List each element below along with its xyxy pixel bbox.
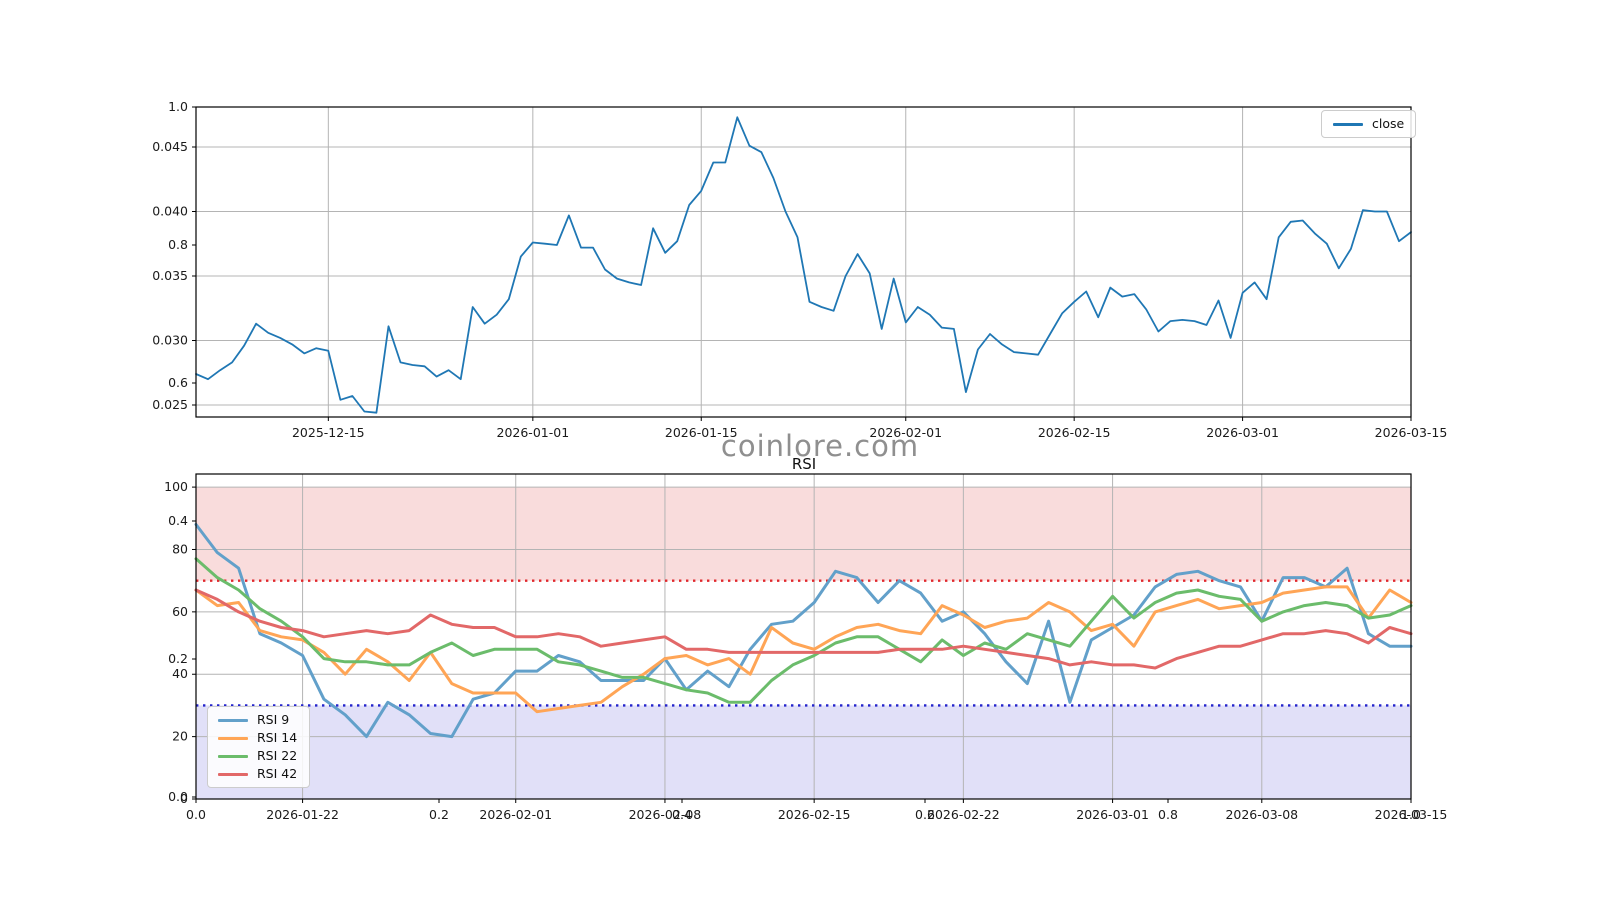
legend-label: RSI 42 bbox=[257, 766, 298, 781]
x-tick-label: 2026-01-01 bbox=[497, 425, 570, 440]
y-tick-label: 0 bbox=[180, 791, 188, 806]
x-tick-label: 2026-02-22 bbox=[927, 807, 1000, 822]
legend-line-sample bbox=[218, 754, 248, 758]
overlay-x-tick-label: 0.0 bbox=[186, 807, 206, 822]
price-axes-border bbox=[195, 106, 1412, 418]
overlay-y-tick-label: 0.2 bbox=[168, 651, 188, 666]
overbought-band bbox=[196, 487, 1411, 581]
x-tick-label: 2026-02-01 bbox=[479, 807, 552, 822]
legend-line-sample bbox=[218, 772, 248, 776]
legend-item: RSI 14 bbox=[218, 731, 297, 745]
rsi-chart-title: RSI bbox=[791, 455, 817, 473]
legend-item: RSI 22 bbox=[218, 749, 297, 763]
watermark: coinlore.com bbox=[720, 429, 920, 463]
legend-item: RSI 42 bbox=[218, 767, 297, 781]
y-tick-label: 60 bbox=[172, 604, 188, 619]
y-tick-label: 0.030 bbox=[152, 332, 188, 347]
y-tick-label: 0.025 bbox=[152, 397, 188, 412]
x-tick-label: 2026-02-08 bbox=[629, 807, 702, 822]
rsi-chart: 100 80 60 40 20 0 2026-01-22 2026-02-01 2026-02-… bbox=[164, 473, 1448, 822]
price-legend: close bbox=[1321, 110, 1417, 138]
legend-line-sample bbox=[218, 718, 248, 722]
legend-label: RSI 14 bbox=[257, 730, 298, 745]
x-tick-label: 2026-03-08 bbox=[1225, 807, 1298, 822]
oversold-band bbox=[196, 705, 1411, 799]
rsi-42-line bbox=[194, 588, 1413, 670]
y-tick-label: 80 bbox=[172, 541, 188, 556]
legend-item: close bbox=[1333, 117, 1404, 131]
x-tick-label: 2026-01-15 bbox=[665, 425, 738, 440]
overlay-y-tick-label: 0.0 bbox=[168, 789, 188, 804]
price-chart: 0.045 0.040 0.035 0.030 0.025 2025-12-15 2026-… bbox=[152, 106, 1448, 440]
y-tick-label: 0.045 bbox=[152, 139, 188, 154]
overlay-y-tick-label: 0.4 bbox=[168, 513, 188, 528]
overlay-x-tick-label: 0.2 bbox=[429, 807, 449, 822]
rsi-legend: RSI 9 RSI 14 RSI 22 RSI 42 bbox=[207, 706, 311, 788]
legend-label: RSI 22 bbox=[257, 748, 298, 763]
rsi-axes-border bbox=[195, 473, 1412, 800]
overlay-y-tick-label: 0.8 bbox=[168, 237, 188, 252]
gridlines bbox=[196, 107, 1412, 417]
x-tick-label: 2026-03-01 bbox=[1076, 807, 1149, 822]
overlay-y-tick-label: 0.6 bbox=[168, 375, 188, 390]
overlay-y-tick-label: 1.0 bbox=[168, 99, 188, 114]
y-tick-label: 0.040 bbox=[152, 203, 188, 218]
legend-label: RSI 9 bbox=[257, 712, 290, 727]
y-tick-label: 20 bbox=[172, 729, 188, 744]
legend-item: RSI 9 bbox=[218, 713, 297, 727]
overlay-x-tick-label: 0.8 bbox=[1158, 807, 1178, 822]
close-line bbox=[195, 116, 1412, 414]
y-tick-label: 0.035 bbox=[152, 268, 188, 283]
x-tick-label: 2025-12-15 bbox=[292, 425, 365, 440]
x-tick-label: 2026-03-15 bbox=[1375, 425, 1448, 440]
x-tick-label: 2026-01-22 bbox=[266, 807, 339, 822]
y-tick-label: 100 bbox=[164, 479, 188, 494]
x-tick-label: 2026-03-15 bbox=[1375, 807, 1448, 822]
x-tick-label: 2026-03-01 bbox=[1206, 425, 1279, 440]
overlay-x-tick-label: 0.4 bbox=[672, 807, 692, 822]
x-tick-label: 2026-02-15 bbox=[778, 807, 851, 822]
overlay-x-tick-label: 1.0 bbox=[1401, 807, 1421, 822]
rsi-9-line bbox=[194, 523, 1413, 739]
legend-line-sample bbox=[218, 736, 248, 740]
x-tick-label: 2026-02-15 bbox=[1038, 425, 1111, 440]
overlay-x-tick-label: 0.6 bbox=[915, 807, 935, 822]
legend-label: close bbox=[1372, 116, 1405, 131]
rsi-14-line bbox=[194, 585, 1413, 714]
y-tick-label: 40 bbox=[172, 666, 188, 681]
overlay-axis: 1.0 0.8 0.6 0.4 0.2 0.0 0.0 0.2 0.4 0.6 0.8 1.0 bbox=[168, 99, 1421, 822]
x-tick-label: 2026-02-01 bbox=[869, 425, 942, 440]
legend-line-sample bbox=[1333, 122, 1363, 126]
rsi-22-line bbox=[194, 557, 1413, 704]
